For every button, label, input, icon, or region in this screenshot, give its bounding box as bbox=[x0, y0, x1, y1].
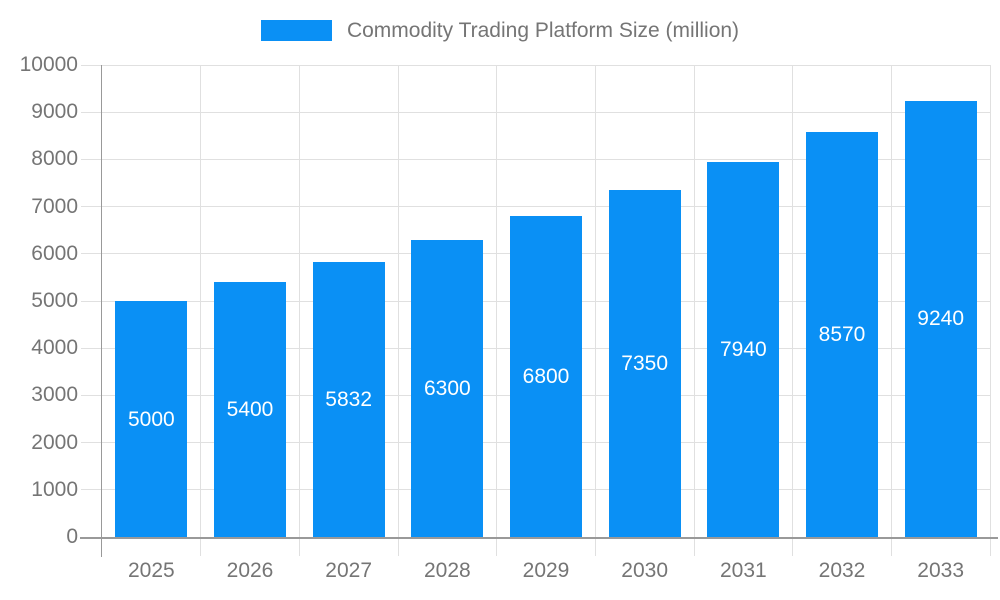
x-axis-tick-label: 2030 bbox=[621, 559, 669, 582]
h-gridline bbox=[102, 206, 990, 208]
x-axis-tick bbox=[693, 539, 695, 556]
x-axis-tick bbox=[298, 539, 300, 556]
legend-item[interactable]: Commodity Trading Platform Size (million… bbox=[260, 17, 740, 44]
y-axis-tick-label: 1000 bbox=[31, 477, 78, 501]
x-axis-tick bbox=[496, 539, 498, 556]
y-axis-tick-label: 8000 bbox=[31, 147, 78, 171]
y-axis-tick bbox=[81, 64, 102, 66]
v-gridline bbox=[298, 65, 300, 537]
h-gridline bbox=[102, 111, 990, 113]
bar-value-label: 5400 bbox=[226, 398, 274, 422]
bar-value-label: 5832 bbox=[325, 387, 373, 411]
y-axis-tick-label: 5000 bbox=[31, 289, 78, 312]
bar-value-label: 6300 bbox=[423, 376, 471, 400]
bar[interactable]: 5832 bbox=[312, 261, 385, 537]
y-axis-tick-label: 9000 bbox=[31, 100, 78, 124]
bar-value-label: 7350 bbox=[621, 352, 669, 376]
x-axis-tick bbox=[989, 539, 991, 556]
x-axis-tick-label: 2031 bbox=[719, 559, 767, 582]
x-axis-tick bbox=[200, 539, 202, 556]
v-gridline bbox=[693, 65, 695, 537]
y-axis-tick bbox=[81, 111, 102, 113]
y-axis-tick-label: 3000 bbox=[31, 383, 78, 407]
y-axis-tick-label: 6000 bbox=[31, 241, 78, 265]
x-axis-tick bbox=[594, 539, 596, 556]
y-axis-tick bbox=[81, 206, 102, 208]
bar[interactable]: 6800 bbox=[510, 216, 582, 537]
bar[interactable]: 6300 bbox=[411, 239, 484, 537]
y-axis-tick bbox=[81, 489, 102, 491]
bar-value-label: 7940 bbox=[719, 338, 767, 362]
legend-marker-swatch bbox=[260, 20, 332, 41]
y-axis-tick-label: 4000 bbox=[31, 336, 78, 360]
y-axis-tick bbox=[81, 442, 102, 444]
h-gridline bbox=[102, 158, 990, 160]
x-axis-tick bbox=[397, 539, 399, 556]
x-axis-tick-label: 2027 bbox=[325, 559, 373, 582]
bar[interactable]: 8570 bbox=[806, 132, 878, 537]
y-axis-tick bbox=[81, 300, 102, 302]
x-axis-tick-label: 2028 bbox=[423, 559, 471, 582]
v-gridline bbox=[594, 65, 596, 537]
v-gridline bbox=[496, 65, 498, 537]
bar[interactable]: 5400 bbox=[214, 282, 286, 537]
y-axis-tick bbox=[81, 253, 102, 255]
v-gridline bbox=[989, 65, 991, 537]
y-axis-tick bbox=[81, 347, 102, 349]
y-axis-tick-label: 2000 bbox=[31, 430, 78, 454]
y-axis-tick-label: 7000 bbox=[31, 194, 78, 218]
x-axis-tick-label: 2032 bbox=[818, 559, 866, 582]
y-axis-tick bbox=[81, 158, 102, 160]
v-gridline bbox=[890, 65, 892, 537]
bar-value-label: 6800 bbox=[522, 365, 570, 388]
x-axis-tick-label: 2026 bbox=[226, 559, 274, 582]
x-axis-tick bbox=[792, 539, 794, 556]
legend-label: Commodity Trading Platform Size (million… bbox=[346, 19, 740, 42]
v-gridline bbox=[397, 65, 399, 537]
x-axis-tick-label: 2033 bbox=[917, 559, 965, 582]
y-axis-tick-label: 10000 bbox=[19, 53, 78, 76]
legend: Commodity Trading Platform Size (million… bbox=[0, 17, 1000, 44]
bar-value-label: 9240 bbox=[917, 307, 965, 331]
bar[interactable]: 5000 bbox=[115, 301, 188, 537]
bar-value-label: 8570 bbox=[818, 323, 866, 347]
v-gridline bbox=[200, 65, 202, 537]
y-axis-tick-label: 0 bbox=[66, 525, 78, 548]
bar[interactable]: 7940 bbox=[707, 162, 780, 537]
bar-value-label: 5000 bbox=[127, 407, 175, 431]
h-gridline bbox=[102, 64, 990, 66]
x-axis-tick-label: 2025 bbox=[127, 559, 175, 582]
bar[interactable]: 7350 bbox=[608, 190, 681, 537]
y-axis-tick bbox=[81, 394, 102, 396]
x-axis-line bbox=[80, 537, 998, 539]
y-axis-line bbox=[100, 65, 102, 557]
bar[interactable]: 9240 bbox=[904, 100, 977, 537]
x-axis-tick bbox=[890, 539, 892, 556]
x-axis-tick-label: 2029 bbox=[522, 559, 570, 582]
v-gridline bbox=[792, 65, 794, 537]
